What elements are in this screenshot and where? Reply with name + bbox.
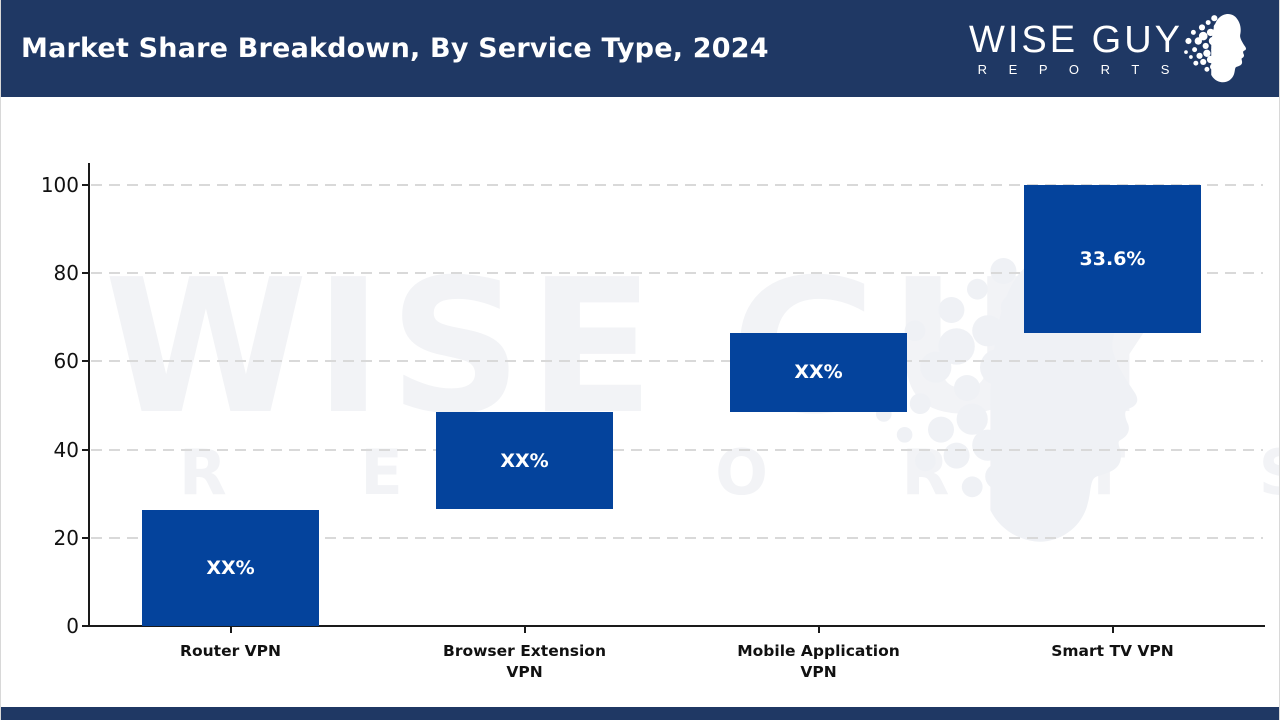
brand-logo-text: WISE GUY R E P O R T S [969, 20, 1183, 78]
x-tick-mark [817, 627, 820, 633]
bar-value-label: XX% [206, 557, 255, 579]
y-tick-label-100: 100 [40, 173, 79, 197]
bar-segment [142, 510, 319, 626]
y-tick-label-80: 80 [53, 261, 79, 286]
x-category-label: Smart TV VPN [1051, 642, 1174, 660]
x-tick-mark [523, 627, 526, 633]
y-tick-label-20: 20 [53, 525, 79, 550]
y-tick-mark-80 [82, 272, 88, 275]
bar-segment [436, 412, 613, 510]
x-axis-line [88, 625, 1265, 627]
brand-subtitle: R E P O R T S [977, 61, 1179, 77]
footer-band [1, 707, 1279, 720]
bar-segment [730, 333, 907, 412]
bar-value-label: 33.6% [1079, 248, 1146, 271]
header-band: Market Share Breakdown, By Service Type,… [1, 0, 1279, 97]
brand-face-icon [1184, 13, 1246, 82]
y-tick-mark-20 [82, 536, 88, 539]
y-tick-label-40: 40 [53, 437, 79, 462]
y-tick-label-60: 60 [53, 349, 79, 374]
y-axis-line [88, 163, 90, 627]
x-category-label: Browser Extension VPN [443, 642, 606, 681]
bar-value-label: XX% [500, 449, 549, 472]
bar-segment [1024, 185, 1201, 334]
y-tick-mark-40 [82, 448, 88, 451]
y-tick-mark-60 [82, 360, 88, 363]
brand-logo: WISE GUY R E P O R T S [969, 9, 1255, 89]
bar-value-label: XX% [794, 361, 843, 384]
gridline-y100 [91, 184, 1263, 186]
y-tick-mark-0 [82, 625, 88, 627]
page-title: Market Share Breakdown, By Service Type,… [21, 33, 769, 64]
gridline-y80 [91, 272, 1263, 275]
brand-name: WISE GUY [968, 18, 1183, 61]
y-tick-mark-100 [82, 184, 88, 186]
gridline-y60 [91, 360, 1263, 363]
gridline-y40 [91, 448, 1263, 451]
x-category-label: Router VPN [180, 642, 281, 660]
x-tick-mark [1111, 627, 1114, 633]
gridline-y20 [91, 536, 1263, 539]
x-category-label: Mobile Application VPN [737, 642, 900, 681]
x-tick-mark [229, 627, 232, 633]
y-tick-label-0: 0 [66, 614, 79, 638]
